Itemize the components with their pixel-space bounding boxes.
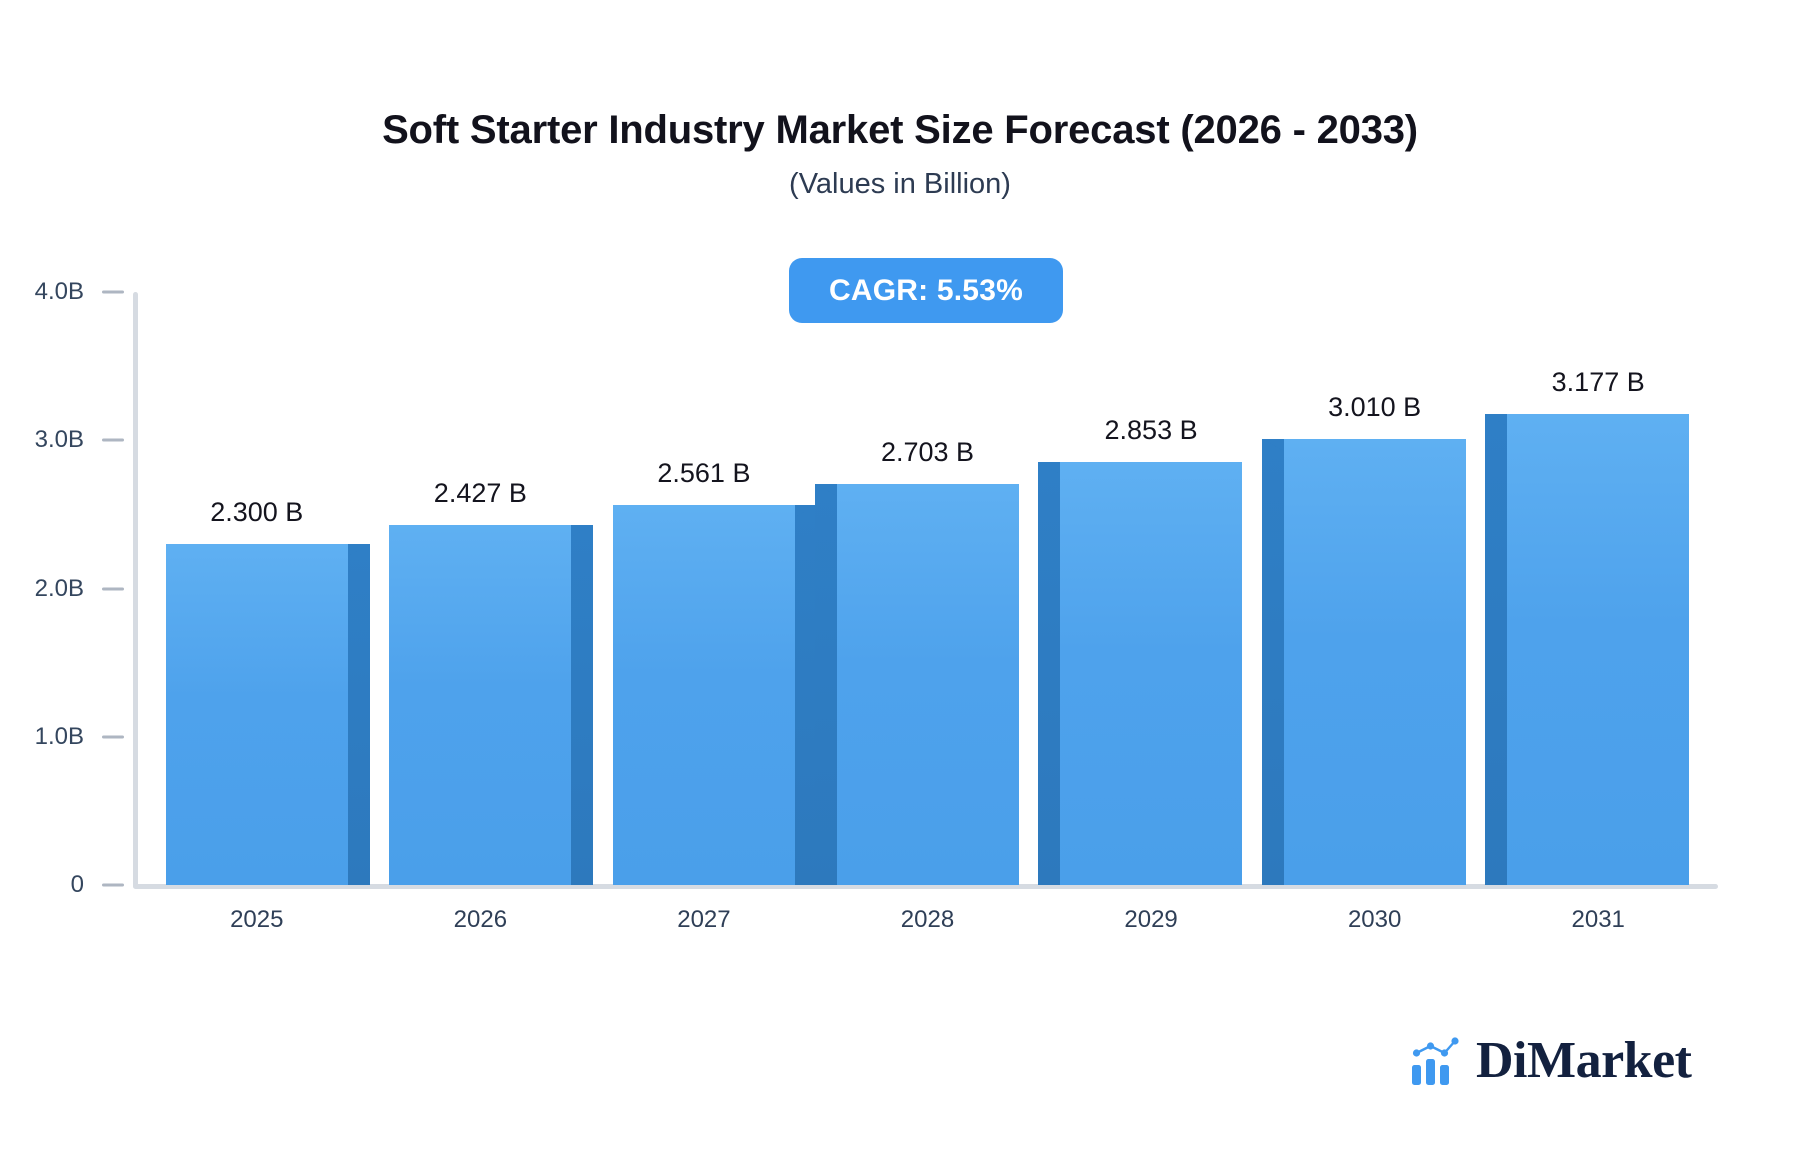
bar-value-label: 2.853 B xyxy=(1104,415,1198,446)
bar-value-label: 2.427 B xyxy=(433,478,527,509)
bar-top-bevel xyxy=(814,484,837,497)
y-axis-tick-mark xyxy=(102,438,124,442)
x-axis-tick-label: 2028 xyxy=(900,906,955,933)
bar-side-face xyxy=(814,484,837,885)
bar-top-bevel xyxy=(1038,462,1061,475)
bar-chart-trend-icon xyxy=(1412,1037,1459,1085)
cagr-badge: CAGR: 5.53% xyxy=(789,258,1063,323)
y-axis-tick-label: 4.0B xyxy=(34,278,84,305)
bar-top-bevel xyxy=(1261,438,1284,451)
cagr-badge-label: CAGR: 5.53% xyxy=(829,273,1023,307)
y-axis-tick-mark xyxy=(102,290,124,294)
y-axis-line xyxy=(133,292,138,888)
chart-title: Soft Starter Industry Market Size Foreca… xyxy=(382,108,1418,152)
y-axis-tick-label: 1.0B xyxy=(34,722,84,750)
chart-subtitle: (Values in Billion) xyxy=(789,168,1011,200)
y-axis-tick-mark xyxy=(102,883,124,887)
bar-top-bevel xyxy=(347,544,370,557)
x-axis-tick-label: 2027 xyxy=(677,906,731,933)
y-axis-tick-mark xyxy=(102,735,124,739)
bar[interactable]: 2.561 B xyxy=(612,458,817,885)
x-axis-tick-label: 2030 xyxy=(1347,906,1402,933)
bar-value-label: 3.177 B xyxy=(1551,367,1645,398)
bar-value-label: 2.703 B xyxy=(880,437,975,468)
bar-side-face xyxy=(1261,438,1284,885)
bar-top-bevel xyxy=(794,505,817,518)
bar-side-face xyxy=(571,525,594,885)
bar-value-label: 3.010 B xyxy=(1328,391,1422,422)
logo-wordmark: DiMarket xyxy=(1476,1032,1692,1089)
bar[interactable]: 2.427 B xyxy=(389,478,594,885)
bar-front-face xyxy=(165,544,348,885)
x-axis-tick-label: 2026 xyxy=(453,906,508,933)
bar-side-face xyxy=(347,544,370,885)
bar-front-face xyxy=(612,505,795,885)
bar-front-face xyxy=(1060,462,1243,885)
bar-front-face xyxy=(1283,438,1466,885)
bar-front-face xyxy=(1507,414,1690,885)
y-axis-tick-label: 3.0B xyxy=(34,426,84,454)
y-axis-tick-label: 2.0B xyxy=(34,574,84,602)
bar-top-bevel xyxy=(1485,414,1508,427)
bar[interactable]: 3.177 B xyxy=(1485,367,1690,885)
y-axis-tick-label: 0 xyxy=(70,871,84,898)
bar-front-face xyxy=(389,525,572,885)
bar-top-bevel xyxy=(571,525,594,538)
bar-value-label: 2.561 B xyxy=(657,458,751,489)
y-axis-tick-mark xyxy=(102,587,124,590)
bar-side-face xyxy=(794,505,817,885)
x-axis-line xyxy=(133,884,1718,889)
bar-side-face xyxy=(1038,462,1061,885)
bar-side-face xyxy=(1485,414,1508,885)
x-axis-tick-label: 2025 xyxy=(230,906,284,933)
bar[interactable]: 2.703 B xyxy=(814,437,1019,885)
bar[interactable]: 2.300 B xyxy=(165,497,370,885)
bar-front-face xyxy=(836,484,1019,885)
dimarket-logo: DiMarket xyxy=(1410,1032,1692,1089)
x-axis-tick-label: 2031 xyxy=(1571,906,1625,933)
bar-value-label: 2.300 B xyxy=(210,497,304,528)
x-axis-tick-label: 2029 xyxy=(1124,906,1178,933)
bar[interactable]: 3.010 B xyxy=(1261,392,1466,885)
bar[interactable]: 2.853 B xyxy=(1038,415,1243,885)
